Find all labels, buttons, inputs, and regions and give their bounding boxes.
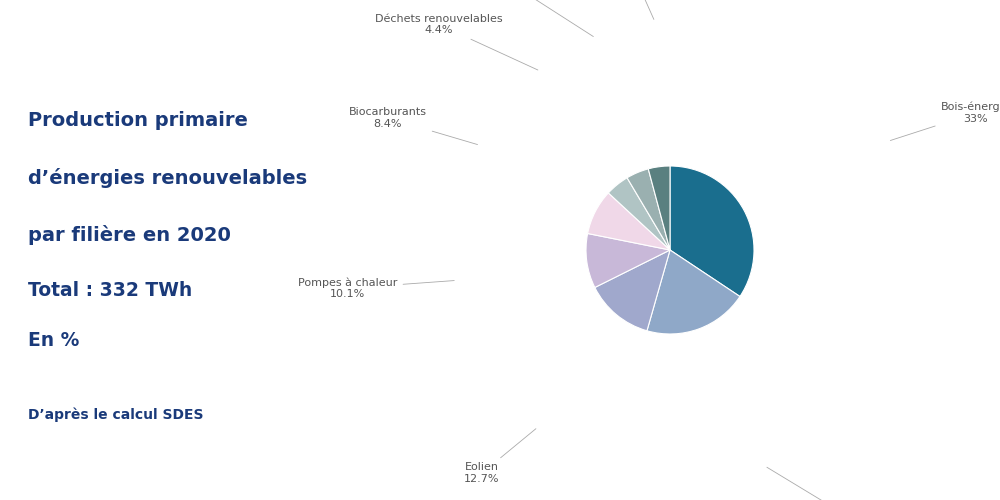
Text: Déchets renouvelables
4.4%: Déchets renouvelables 4.4% (375, 14, 538, 70)
Text: En %: En % (28, 330, 79, 349)
Wedge shape (586, 234, 670, 287)
Wedge shape (648, 166, 670, 250)
Text: Hydraulique renouvelable
19.3%: Hydraulique renouvelable 19.3% (767, 468, 930, 500)
Text: Production primaire: Production primaire (28, 110, 248, 130)
Wedge shape (647, 250, 740, 334)
Text: Total : 332 TWh: Total : 332 TWh (28, 280, 192, 299)
Wedge shape (670, 166, 754, 296)
Text: Bois-énergie
33%: Bois-énergie 33% (890, 102, 1000, 141)
Text: D’après le calcul SDES: D’après le calcul SDES (28, 408, 204, 422)
Text: Pompes à chaleur
10.1%: Pompes à chaleur 10.1% (298, 277, 454, 299)
Text: Biocarburants
8.4%: Biocarburants 8.4% (349, 107, 478, 144)
Wedge shape (595, 250, 670, 331)
Wedge shape (608, 178, 670, 250)
Wedge shape (588, 193, 670, 250)
Text: par filière en 2020: par filière en 2020 (28, 225, 231, 245)
Text: Biogaz
4%: Biogaz 4% (610, 0, 654, 20)
Text: Solaire photovoltaïque
4.2%: Solaire photovoltaïque 4.2% (447, 0, 593, 36)
Wedge shape (627, 169, 670, 250)
Text: d’énergies renouvelables: d’énergies renouvelables (28, 168, 307, 188)
Text: Eolien
12.7%: Eolien 12.7% (464, 428, 536, 484)
